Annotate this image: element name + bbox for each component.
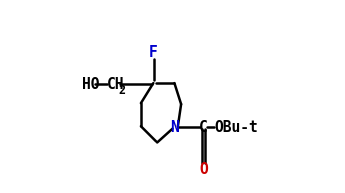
Text: N: N [170,120,179,135]
Text: OBu-t: OBu-t [215,120,258,135]
Text: CH: CH [107,77,125,91]
Text: O: O [199,162,208,177]
Text: 2: 2 [118,84,125,97]
Text: HO: HO [82,77,100,91]
Text: F: F [148,45,157,60]
Text: C: C [199,120,208,135]
